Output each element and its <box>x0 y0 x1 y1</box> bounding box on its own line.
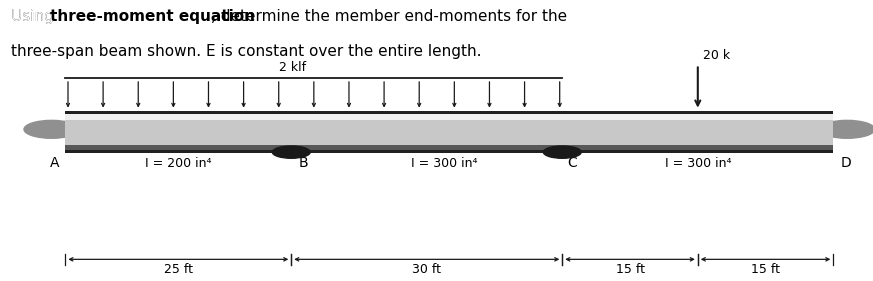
Text: Using: Using <box>11 9 58 24</box>
Text: C: C <box>567 156 577 170</box>
Circle shape <box>820 120 873 138</box>
Circle shape <box>272 146 310 158</box>
Text: 25 ft: 25 ft <box>164 263 193 276</box>
Text: Using three-moment equation: Using three-moment equation <box>11 9 242 24</box>
Text: D: D <box>840 156 851 170</box>
Text: 30 ft: 30 ft <box>412 263 441 276</box>
Text: 20 k: 20 k <box>703 49 730 62</box>
Text: three-moment equation: three-moment equation <box>50 9 255 24</box>
Text: I = 300 in⁴: I = 300 in⁴ <box>664 157 731 170</box>
Text: three-span beam shown. E is constant over the entire length.: three-span beam shown. E is constant ove… <box>11 44 482 59</box>
Text: 15 ft: 15 ft <box>751 263 780 276</box>
Text: , determine the member end-moments for the: , determine the member end-moments for t… <box>211 9 567 24</box>
Bar <box>65 121 834 145</box>
Text: I = 300 in⁴: I = 300 in⁴ <box>411 157 478 170</box>
Bar <box>65 145 834 150</box>
Bar <box>65 111 834 114</box>
Text: A: A <box>50 156 59 170</box>
Text: 15 ft: 15 ft <box>615 263 644 276</box>
Text: 2 klf: 2 klf <box>279 61 306 74</box>
Bar <box>65 150 834 153</box>
Bar <box>65 114 834 121</box>
Text: B: B <box>299 156 308 170</box>
Circle shape <box>24 120 79 138</box>
Circle shape <box>543 146 581 158</box>
Text: I = 200 in⁴: I = 200 in⁴ <box>145 157 211 170</box>
